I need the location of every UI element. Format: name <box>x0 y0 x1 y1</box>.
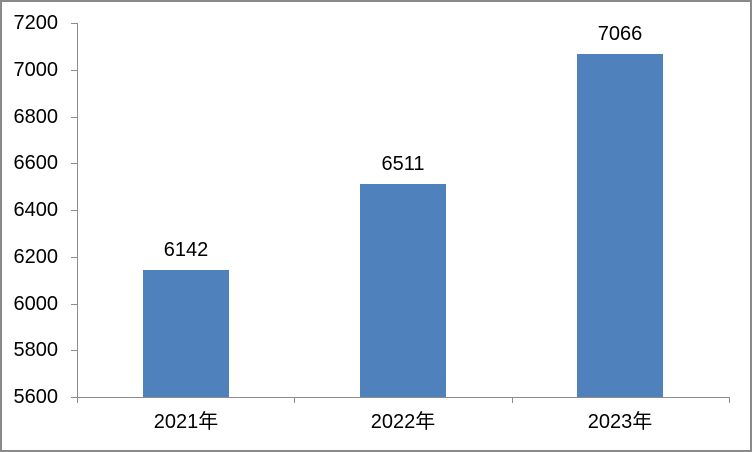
x-tick-mark <box>294 398 295 403</box>
y-tick-mark <box>71 163 77 164</box>
x-axis-line <box>77 397 730 398</box>
bar <box>577 54 663 397</box>
bar-value-label: 7066 <box>597 23 643 45</box>
y-tick-mark <box>71 257 77 258</box>
y-tick-mark <box>71 70 77 71</box>
y-axis-tick-label: 6200 <box>13 246 59 268</box>
bar <box>143 270 229 397</box>
bar-value-label: 6142 <box>163 239 209 261</box>
x-tick-mark <box>512 398 513 403</box>
y-axis-tick-label: 7000 <box>13 59 59 81</box>
y-axis-tick-label: 6800 <box>13 106 59 128</box>
y-axis-tick-label: 6000 <box>13 293 59 315</box>
y-tick-mark <box>71 117 77 118</box>
x-tick-mark <box>77 398 78 403</box>
bar-value-label: 6511 <box>381 153 425 175</box>
x-category-label: 2022年 <box>370 411 436 433</box>
y-axis-tick-label: 5600 <box>13 386 59 408</box>
y-axis-tick-label: 6400 <box>13 199 59 221</box>
y-axis-line <box>77 23 78 398</box>
y-tick-mark <box>71 350 77 351</box>
y-tick-mark <box>71 210 77 211</box>
y-axis-tick-label: 5800 <box>13 339 59 361</box>
y-axis-tick-label: 6600 <box>13 152 59 174</box>
y-tick-mark <box>71 304 77 305</box>
y-tick-mark <box>71 23 77 24</box>
x-tick-mark <box>729 398 730 403</box>
x-category-label: 2023年 <box>587 411 653 433</box>
y-axis-tick-label: 7200 <box>13 12 59 34</box>
x-category-label: 2021年 <box>153 411 219 433</box>
bar <box>360 184 446 397</box>
y-tick-mark <box>71 397 77 398</box>
